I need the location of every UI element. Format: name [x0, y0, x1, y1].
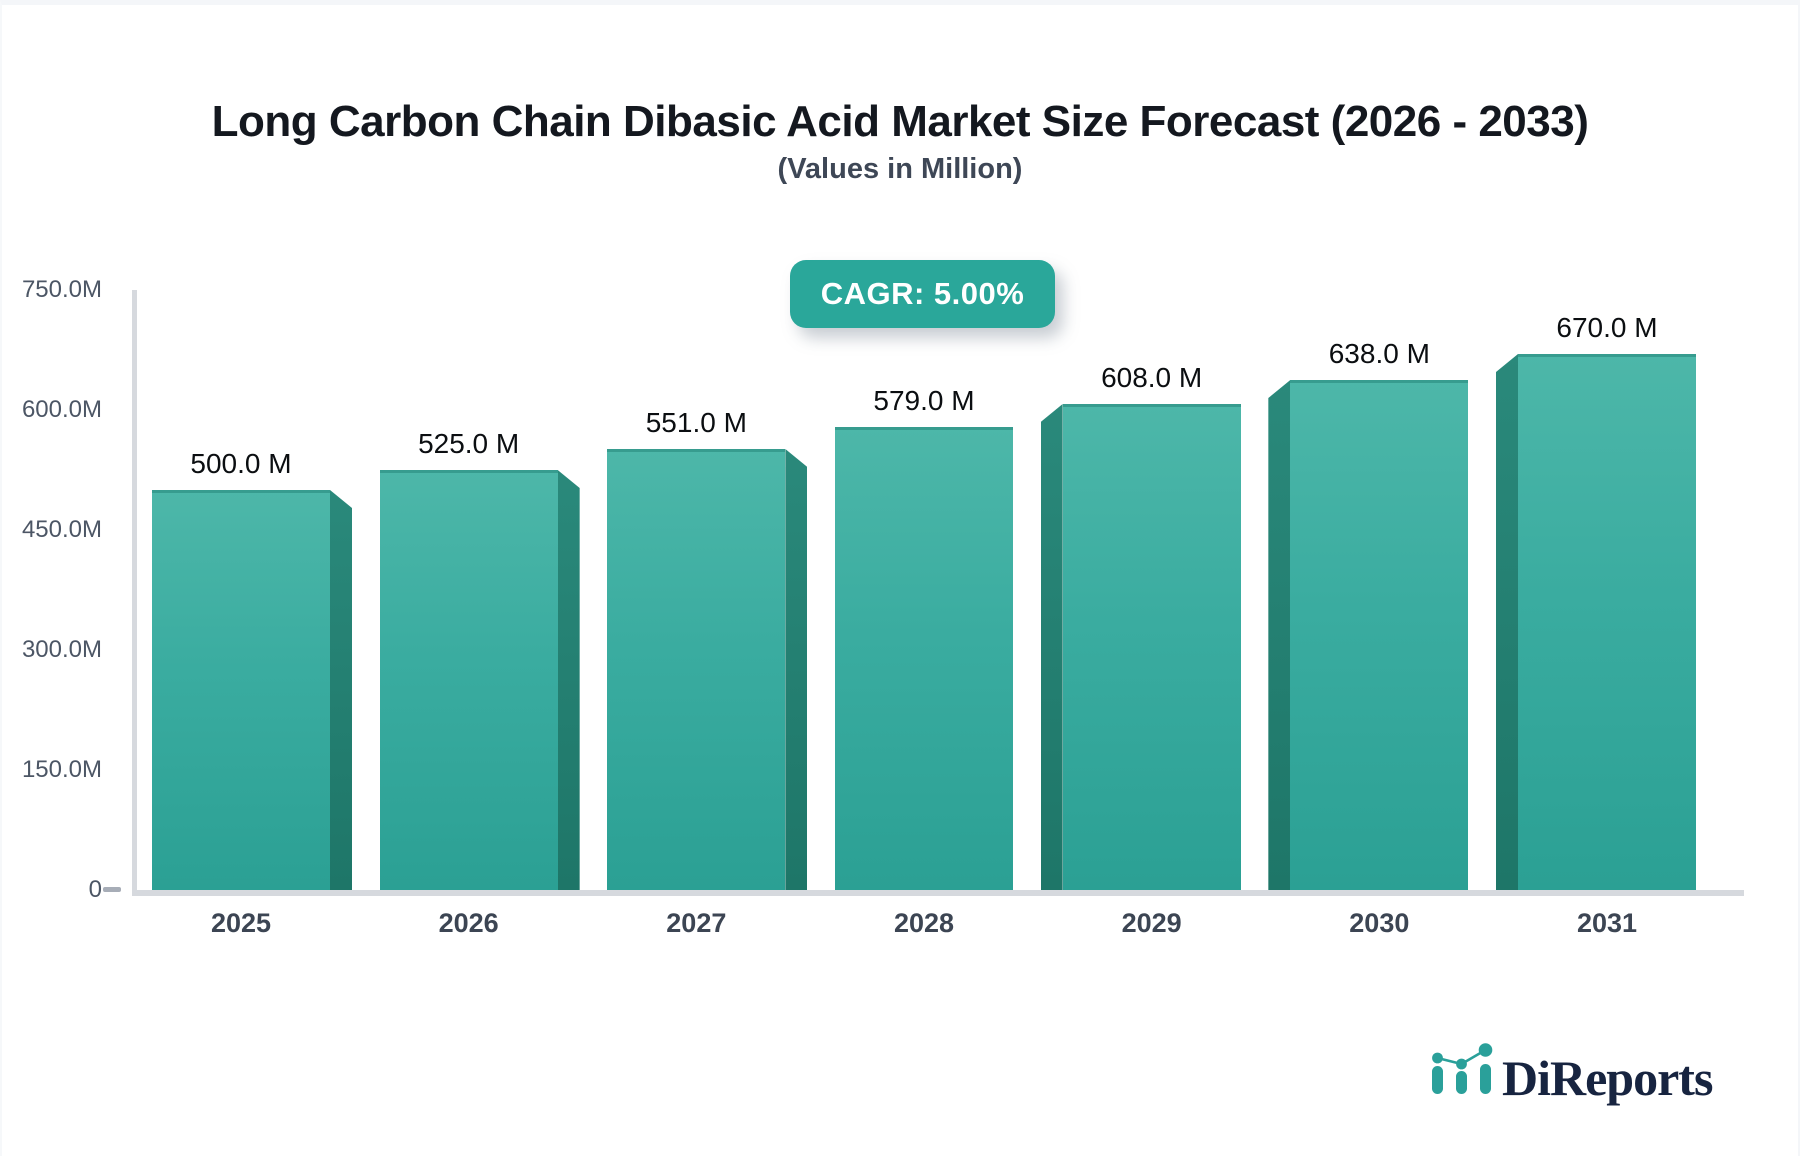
y-axis-tick-label: 0 [88, 876, 102, 903]
bar-2027 [607, 449, 786, 890]
x-axis-line [132, 890, 1744, 896]
bar-2028 [835, 427, 1013, 890]
bar-value-label-2029: 608.0 M [1101, 362, 1203, 393]
x-axis-label-2029: 2029 [1121, 908, 1182, 938]
y-axis-line [132, 290, 137, 893]
x-axis-label-2027: 2027 [666, 908, 727, 938]
chart-title: Long Carbon Chain Dibasic Acid Market Si… [211, 97, 1589, 146]
x-axis-label-2031: 2031 [1576, 908, 1638, 938]
y-axis-tick-label: 450.0M [21, 516, 102, 543]
bar-2025 [152, 490, 330, 890]
bar-2031-side [1496, 354, 1518, 890]
bar-2030-side [1268, 380, 1291, 890]
bar-2029-side [1040, 404, 1063, 890]
bar-value-label-2028: 579.0 M [873, 385, 975, 416]
chart-subtitle: (Values in Million) [777, 153, 1023, 185]
zero-tick-mark [103, 887, 121, 892]
brand-logo-text: DiReports [1502, 1050, 1713, 1106]
bar-2026 [379, 470, 558, 890]
bar-value-label-2031: 670.0 M [1556, 312, 1658, 343]
bar-value-label-2025: 500.0 M [190, 448, 292, 479]
y-axis-tick-label: 600.0M [21, 396, 102, 423]
bar-2029 [1062, 404, 1241, 890]
bar-2026-side [557, 470, 580, 890]
x-axis-label-2025: 2025 [210, 908, 272, 938]
y-axis-tick-label: 300.0M [21, 636, 102, 663]
bar-2025-side [330, 490, 352, 890]
brand-logo: DiReports [1430, 1033, 1713, 1106]
bar-2030 [1290, 380, 1469, 890]
y-axis-tick-label: 150.0M [21, 756, 102, 783]
bar-2031 [1518, 354, 1696, 890]
cagr-badge: CAGR: 5.00% [790, 260, 1055, 328]
bar-value-label-2026: 525.0 M [418, 428, 520, 459]
bar-2027-side [785, 449, 808, 890]
x-axis-label-2028: 2028 [893, 908, 955, 938]
x-axis-label-2026: 2026 [438, 908, 499, 938]
y-axis-tick-label: 750.0M [21, 276, 102, 303]
x-axis-label-2030: 2030 [1349, 908, 1410, 938]
bar-value-label-2030: 638.0 M [1328, 338, 1430, 369]
bar-value-label-2027: 551.0 M [645, 407, 747, 438]
direports-bar-chart-logo-icon [1432, 1043, 1493, 1094]
